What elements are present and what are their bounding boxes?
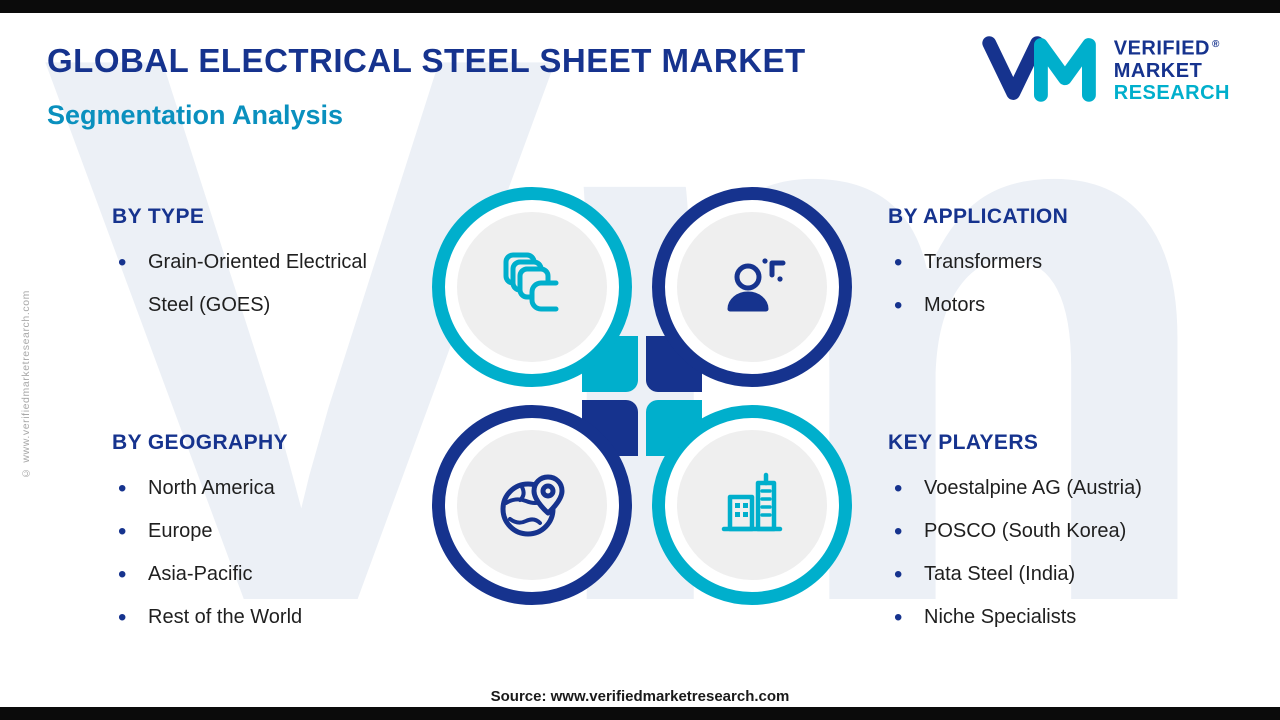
side-copyright: © www.verifiedmarketresearch.com <box>20 290 32 479</box>
person-icon <box>727 258 786 312</box>
registered-mark: ® <box>1212 39 1220 50</box>
list-item: Voestalpine AG (Austria) <box>888 467 1248 510</box>
steel-sheets-icon <box>503 252 559 312</box>
section-heading-by-application: BY APPLICATION <box>888 205 1069 228</box>
page-subtitle: Segmentation Analysis <box>47 100 344 130</box>
list-item: Asia-Pacific <box>112 553 412 596</box>
logo-line-verified: VERIFIED ® <box>1113 37 1220 60</box>
icon-disc <box>677 430 827 580</box>
vmr-monogram-icon <box>982 36 1096 102</box>
circle-by-application <box>646 187 852 392</box>
section-heading-key-players: KEY PLAYERS <box>888 431 1039 454</box>
icon-disc <box>457 212 607 362</box>
by-type-list: Grain-Oriented Electrical Steel (GOES) <box>112 241 382 327</box>
circle-by-type <box>432 187 638 392</box>
page-title: GLOBAL ELECTRICAL STEEL SHEET MARKET <box>47 42 806 79</box>
logo-line-research: RESEARCH <box>1113 81 1230 104</box>
globe-pin-icon <box>500 474 565 537</box>
bottom-border-bar <box>0 707 1280 720</box>
list-item: Niche Specialists <box>888 596 1248 639</box>
by-application-list: Transformers Motors <box>888 241 1228 327</box>
vmr-logo: VERIFIED ® MARKET RESEARCH <box>980 34 1230 104</box>
list-item: Rest of the World <box>112 596 412 639</box>
section-by-type: BY TYPE Grain-Oriented Electrical Steel … <box>112 205 382 327</box>
list-item: Motors <box>888 284 1228 327</box>
circle-by-geography <box>432 400 638 605</box>
section-by-geography: BY GEOGRAPHY North America Europe Asia-P… <box>112 431 412 639</box>
list-item: Europe <box>112 510 412 553</box>
buildings-icon <box>721 472 783 532</box>
icon-disc <box>677 212 827 362</box>
by-geography-list: North America Europe Asia-Pacific Rest o… <box>112 467 412 639</box>
section-heading-by-type: BY TYPE <box>112 205 205 228</box>
section-key-players: KEY PLAYERS Voestalpine AG (Austria) POS… <box>888 431 1248 639</box>
list-item: North America <box>112 467 412 510</box>
logo-line-market: MARKET <box>1113 59 1203 82</box>
key-players-list: Voestalpine AG (Austria) POSCO (South Ko… <box>888 467 1248 639</box>
list-item: Tata Steel (India) <box>888 553 1248 596</box>
circle-key-players <box>646 400 852 605</box>
logo-wordmark: VERIFIED ® MARKET RESEARCH <box>1114 34 1230 104</box>
top-border-bar <box>0 0 1280 13</box>
list-item: Grain-Oriented Electrical Steel (GOES) <box>112 241 382 327</box>
source-line: Source: www.verifiedmarketresearch.com <box>490 688 790 705</box>
icon-disc <box>457 430 607 580</box>
list-item: Transformers <box>888 241 1228 284</box>
section-heading-by-geography: BY GEOGRAPHY <box>112 431 288 454</box>
list-item: POSCO (South Korea) <box>888 510 1248 553</box>
section-by-application: BY APPLICATION Transformers Motors <box>888 205 1228 327</box>
